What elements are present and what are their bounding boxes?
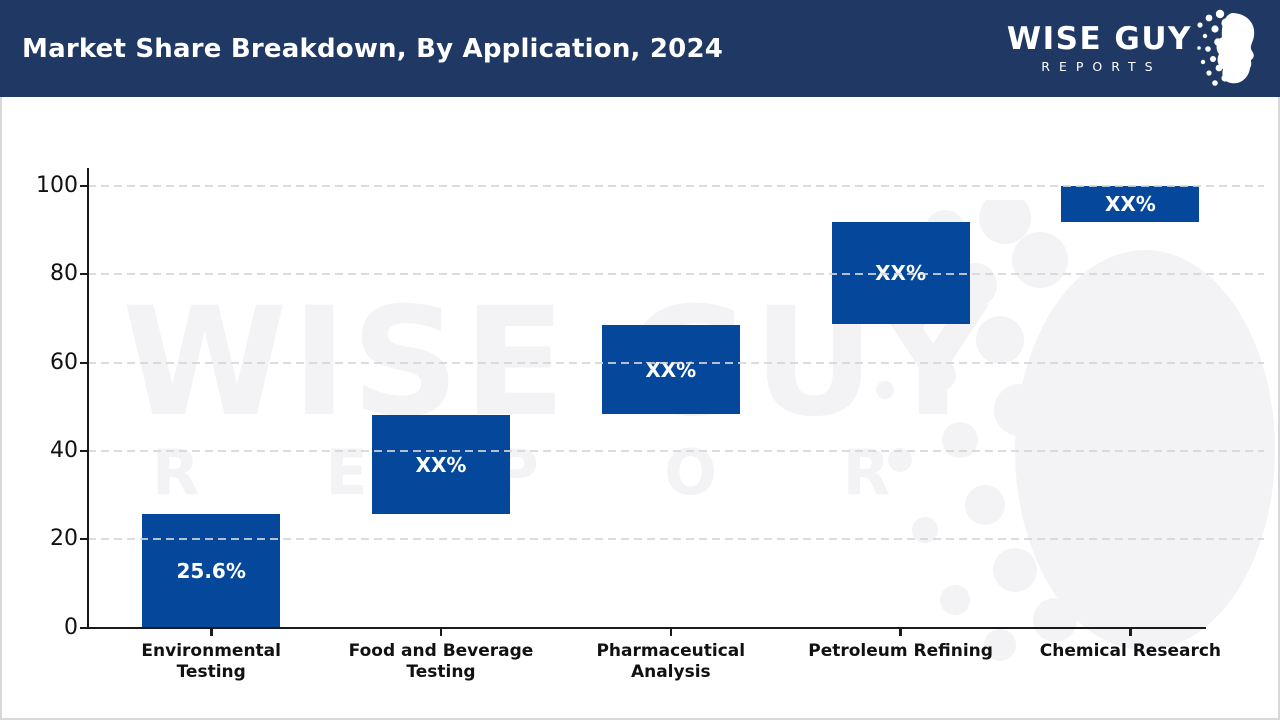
x-tick [669, 628, 673, 636]
y-tick [79, 361, 88, 364]
y-axis-line [86, 168, 89, 629]
y-axis-tick-label: 80 [50, 261, 78, 287]
y-tick [79, 449, 88, 452]
y-tick [79, 626, 88, 629]
x-tick [210, 628, 213, 636]
y-axis-tick-label: 0 [64, 614, 78, 640]
gridline [87, 361, 1264, 364]
x-axis-label: Pharmaceutical Analysis [555, 641, 787, 683]
y-axis-tick-label: 20 [50, 526, 78, 552]
bar-segment: XX% [372, 415, 510, 515]
x-tick [1129, 628, 1132, 636]
x-tick [439, 628, 443, 636]
x-axis-label-line: Petroleum Refining [808, 641, 993, 661]
y-tick [79, 185, 88, 187]
x-axis-label-line: Testing [406, 662, 476, 682]
bar-value-label: XX% [1104, 191, 1156, 216]
x-axis-label-line: Environmental [141, 641, 281, 661]
gridline [87, 449, 1264, 452]
x-axis-label: Petroleum Refining [785, 641, 1017, 662]
logo-brand-name: WISE GUY [1006, 20, 1192, 57]
gridline [87, 273, 1264, 276]
gridline [87, 538, 1264, 541]
bar-value-label: XX% [875, 260, 927, 285]
bar-segment: XX% [1061, 186, 1200, 222]
header-bar: Market Share Breakdown, By Application, … [0, 0, 1280, 97]
bar-value-label: 25.6% [176, 558, 246, 583]
y-axis-tick-label: 40 [50, 437, 78, 463]
y-axis-tick-label: 60 [50, 349, 78, 375]
page-border-right [1278, 97, 1280, 720]
page-border-bottom [0, 718, 1280, 720]
x-tick [899, 628, 902, 636]
x-axis-label-line: Pharmaceutical [596, 641, 746, 661]
x-axis-label: Food and Beverage Testing [325, 641, 557, 683]
bar-segment: 25.6% [142, 514, 281, 628]
bar-segment: XX% [601, 325, 740, 415]
wiseguy-logo-text: WISE GUY REPORTS [1006, 20, 1192, 74]
bar-value-label: XX% [415, 452, 467, 477]
x-axis-label: Environmental Testing [95, 641, 327, 683]
logo-brand-sub: REPORTS [1041, 58, 1162, 74]
x-axis-line [86, 626, 1206, 629]
x-axis-label-line: Chemical Research [1039, 641, 1222, 661]
x-axis-label-line: Analysis [630, 662, 711, 682]
wiseguy-face-icon [1197, 9, 1255, 86]
y-tick [79, 273, 88, 276]
page-border-left [0, 97, 2, 720]
page-title: Market Share Breakdown, By Application, … [22, 33, 724, 64]
bar-segment: XX% [831, 221, 970, 325]
x-axis-label-line: Testing [176, 662, 246, 682]
y-tick [79, 538, 88, 541]
wiseguy-logo: WISE GUY REPORTS [1007, 9, 1258, 89]
y-axis-tick-label: 100 [36, 173, 78, 198]
x-axis-label-line: Food and Beverage [348, 641, 534, 661]
x-axis-label: Chemical Research [1014, 641, 1246, 662]
gridline [87, 185, 1264, 187]
